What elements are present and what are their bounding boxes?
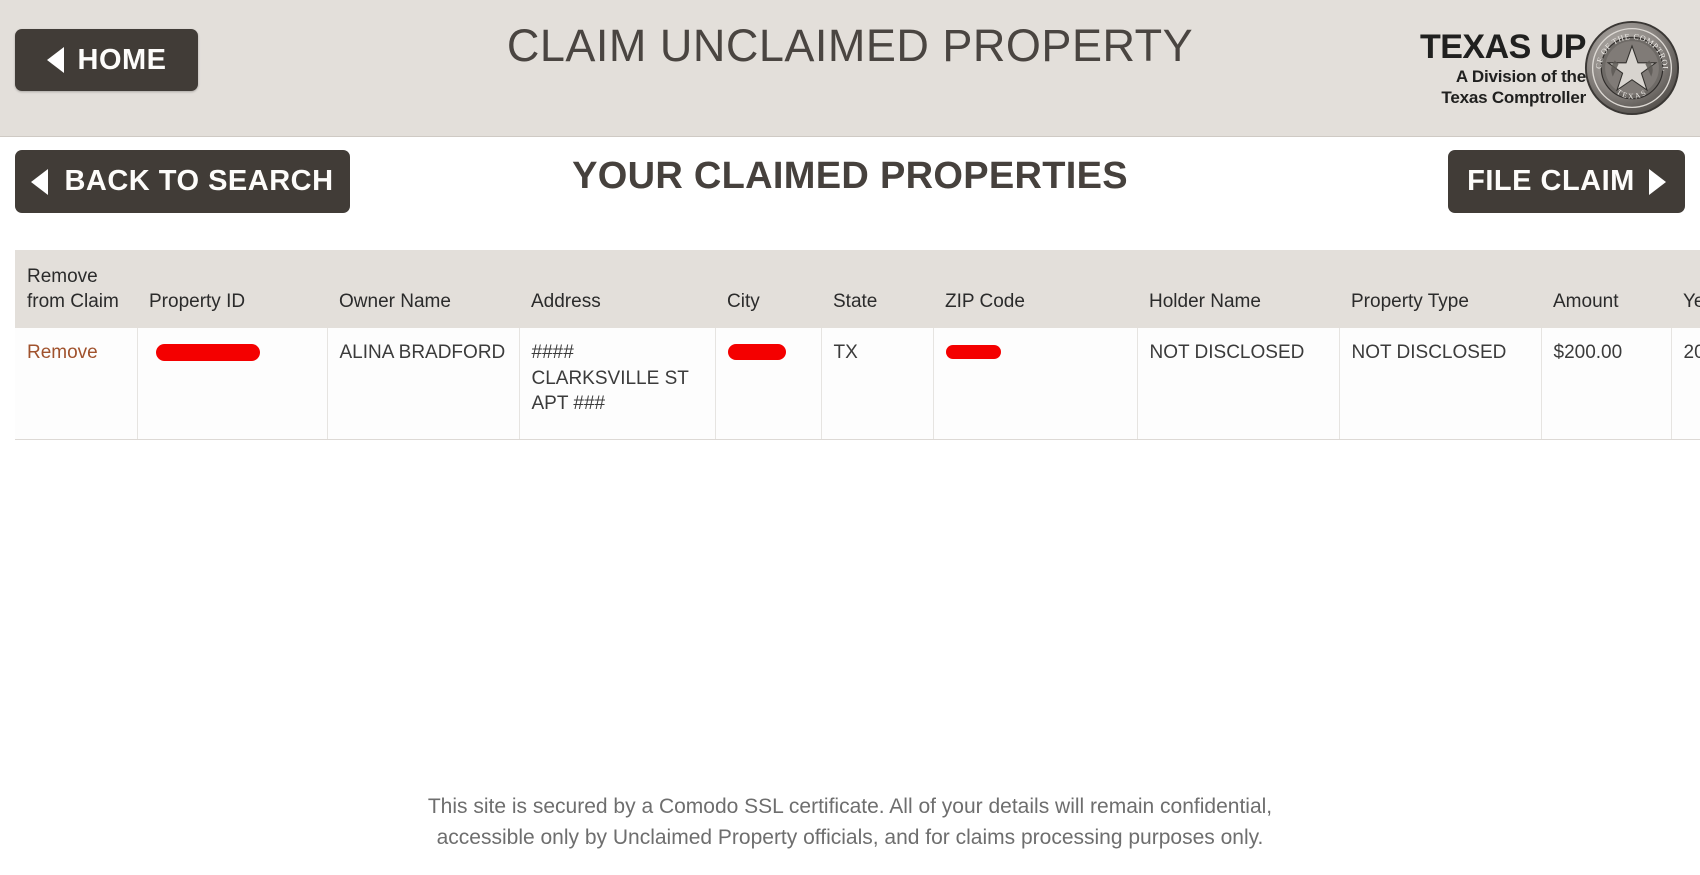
logo-sub-line2: Texas Comptroller	[1441, 88, 1586, 107]
svg-text:TEXAS: TEXAS	[1615, 87, 1649, 100]
cell-holder-name: NOT DISCLOSED	[1137, 328, 1340, 441]
cell-address: #### CLARKSVILLE ST APT ###	[519, 328, 716, 441]
texas-up-logo: TEXAS UP A Division of the Texas Comptro…	[1420, 18, 1680, 118]
claimed-properties-table-wrap: Remove from Claim Property ID Owner Name…	[15, 250, 1700, 441]
column-header-year-reported: Year Reported	[1671, 250, 1700, 329]
file-claim-label: FILE CLAIM	[1467, 165, 1635, 197]
column-header-remove: Remove from Claim	[15, 250, 137, 329]
footer-line-1: This site is secured by a Comodo SSL cer…	[427, 795, 1273, 819]
arrow-left-icon	[31, 168, 49, 195]
column-header-owner-name: Owner Name	[327, 250, 519, 329]
cell-state: TX	[821, 328, 934, 441]
logo-main-text: TEXAS UP	[1419, 28, 1587, 66]
cell-year-reported: 2016	[1671, 328, 1700, 441]
cell-property-id	[137, 328, 328, 441]
back-to-search-label: BACK TO SEARCH	[64, 165, 334, 197]
arrow-right-icon	[1648, 168, 1666, 195]
home-button-label: HOME	[77, 43, 167, 76]
cell-amount: $200.00	[1541, 328, 1672, 441]
cell-zip-code	[933, 328, 1138, 441]
footer-line-2: accessible only by Unclaimed Property of…	[436, 825, 1264, 849]
column-header-property-id: Property ID	[137, 250, 327, 329]
redaction-mark-city	[727, 344, 786, 361]
cell-property-type: NOT DISCLOSED	[1339, 328, 1542, 441]
table-header: Remove from Claim Property ID Owner Name…	[15, 250, 1700, 329]
texas-comptroller-seal-icon: OFFICE OF THE COMPTROLLER TEXAS	[1584, 20, 1680, 116]
page-title: YOUR CLAIMED PROPERTIES	[572, 155, 1128, 197]
cell-remove: Remove	[15, 328, 138, 441]
home-button[interactable]: HOME	[15, 29, 198, 91]
table-body: Remove ALINA BRADFORD #### CLARKSVILLE S…	[15, 328, 1700, 441]
column-header-zip-code: ZIP Code	[933, 250, 1137, 329]
redaction-mark-zip	[945, 345, 1001, 360]
column-header-city: City	[715, 250, 821, 329]
remove-from-claim-link[interactable]: Remove	[27, 342, 98, 364]
top-header: HOME CLAIM UNCLAIMED PROPERTY TEXAS UP A…	[0, 0, 1700, 137]
claimed-properties-table: Remove from Claim Property ID Owner Name…	[15, 250, 1700, 441]
column-header-holder-name: Holder Name	[1137, 250, 1339, 329]
column-header-state: State	[821, 250, 933, 329]
column-header-property-type: Property Type	[1339, 250, 1541, 329]
back-to-search-button[interactable]: BACK TO SEARCH	[15, 150, 350, 213]
column-header-address: Address	[519, 250, 715, 329]
file-claim-button[interactable]: FILE CLAIM	[1448, 150, 1685, 213]
cell-city	[715, 328, 822, 441]
column-header-amount: Amount	[1541, 250, 1671, 329]
redaction-mark-property-id	[155, 343, 260, 361]
footer-security-notice: This site is secured by a Comodo SSL cer…	[0, 792, 1700, 853]
table-row: Remove ALINA BRADFORD #### CLARKSVILLE S…	[15, 328, 1700, 441]
arrow-left-icon	[46, 47, 64, 73]
page-header-title: CLAIM UNCLAIMED PROPERTY	[506, 20, 1194, 71]
table-header-row: Remove from Claim Property ID Owner Name…	[15, 250, 1700, 329]
action-bar: BACK TO SEARCH YOUR CLAIMED PROPERTIES F…	[0, 137, 1700, 237]
logo-sub-line1: A Division of the	[1455, 67, 1586, 86]
cell-owner-name: ALINA BRADFORD	[327, 328, 520, 441]
logo-text-block: TEXAS UP A Division of the Texas Comptro…	[1420, 30, 1588, 106]
